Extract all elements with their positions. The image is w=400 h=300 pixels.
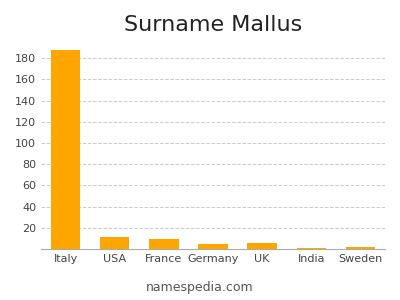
- Bar: [247, 243, 277, 249]
- Bar: [198, 244, 228, 249]
- Bar: [296, 248, 326, 249]
- Bar: [149, 238, 178, 249]
- Bar: [346, 247, 375, 249]
- Text: namespedia.com: namespedia.com: [146, 281, 254, 294]
- Title: Surname Mallus: Surname Mallus: [124, 15, 302, 35]
- Bar: [100, 238, 130, 249]
- Bar: [51, 50, 80, 249]
